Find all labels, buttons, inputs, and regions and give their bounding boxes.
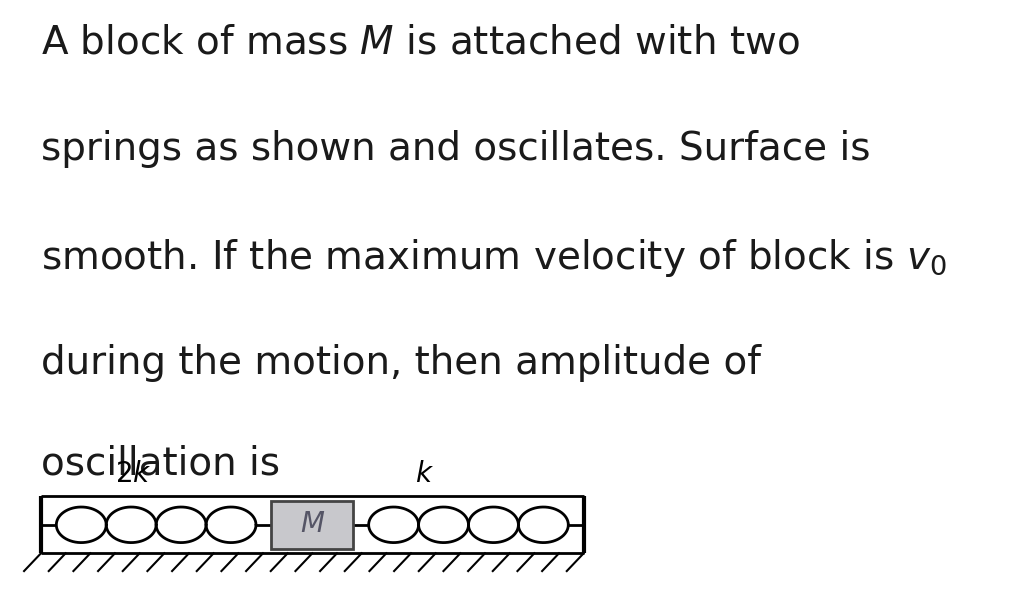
Text: oscillation is: oscillation is [41, 445, 280, 483]
Text: smooth. If the maximum velocity of block is $v_0$: smooth. If the maximum velocity of block… [41, 237, 946, 279]
Bar [271, 501, 353, 549]
Text: $k$: $k$ [416, 460, 434, 488]
Text: A block of mass $M$ is attached with two: A block of mass $M$ is attached with two [41, 24, 800, 62]
Text: $M$: $M$ [300, 509, 325, 538]
Text: springs as shown and oscillates. Surface is: springs as shown and oscillates. Surface… [41, 130, 870, 168]
Text: during the motion, then amplitude of: during the motion, then amplitude of [41, 344, 761, 382]
Text: $2k$: $2k$ [115, 460, 152, 488]
